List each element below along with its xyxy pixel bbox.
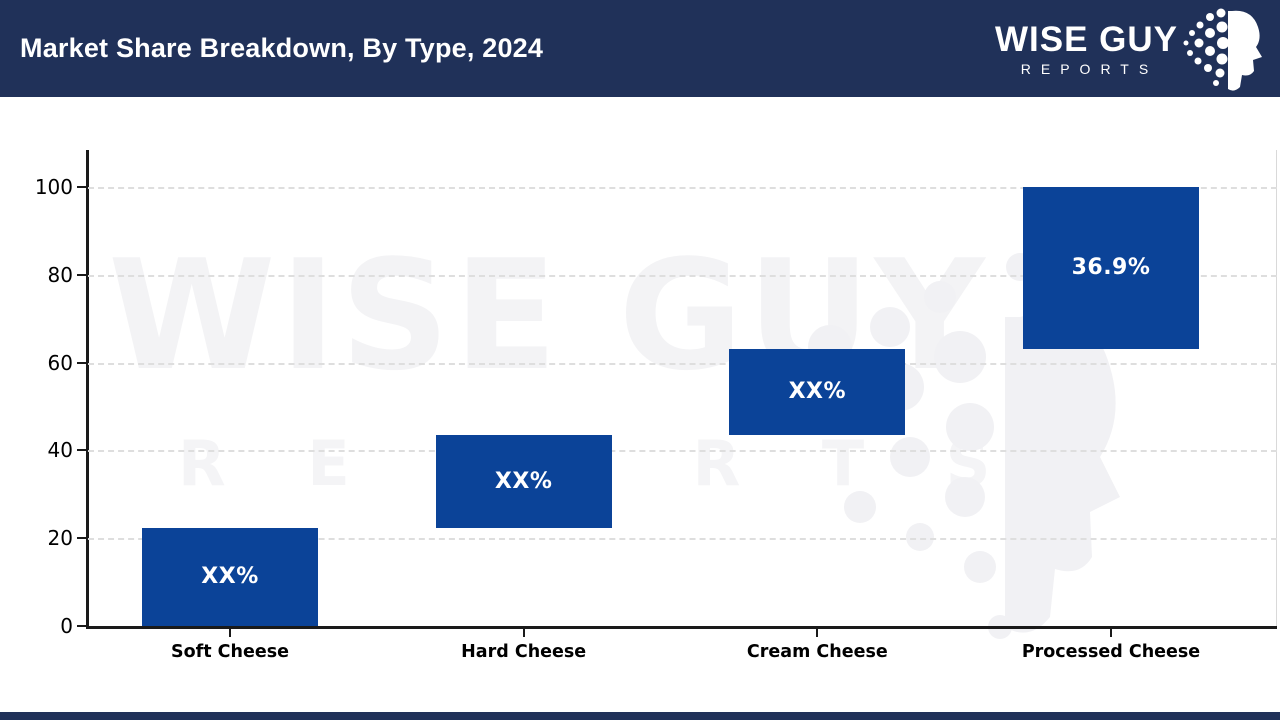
y-tick-label: 80 xyxy=(47,262,73,287)
gridline-y-100 xyxy=(88,186,1277,189)
brand-logo-text: WISE GUY REPORTS xyxy=(995,22,1178,76)
x-category-label: Cream Cheese xyxy=(746,642,888,662)
x-axis-line xyxy=(86,626,1277,629)
y-tick-label: 60 xyxy=(47,350,73,375)
x-axis-tick xyxy=(1110,628,1112,637)
bar-value-label: XX% xyxy=(201,564,259,590)
page-title: Market Share Breakdown, By Type, 2024 xyxy=(20,33,544,63)
bar-segment: 36.9% xyxy=(1023,186,1199,349)
bar-segment: XX% xyxy=(729,348,906,435)
gridline-y-80 xyxy=(88,274,1277,277)
y-axis-tick xyxy=(77,625,88,627)
bar-value-label: XX% xyxy=(494,468,553,494)
x-category-label: Hard Cheese xyxy=(461,642,587,662)
gridline-y-60 xyxy=(88,362,1277,365)
brand-subtitle: REPORTS xyxy=(1020,60,1159,77)
y-tick-label: 100 xyxy=(34,174,73,199)
header-bar: Market Share Breakdown, By Type, 2024 WI… xyxy=(0,0,1280,97)
y-axis-line xyxy=(86,150,89,628)
x-category-label: Soft Cheese xyxy=(170,642,290,662)
x-category-label: Processed Cheese xyxy=(1021,642,1201,662)
y-tick-label: 0 xyxy=(60,614,73,638)
y-axis-tick xyxy=(77,185,88,188)
y-tick-label: 20 xyxy=(47,526,73,551)
x-axis-tick xyxy=(522,628,525,637)
chart-area: WISE GUY R E P O R T S 020406080100XX%So… xyxy=(0,97,1280,712)
x-axis-tick xyxy=(229,628,231,637)
y-axis-tick xyxy=(77,537,88,540)
bar-segment: XX% xyxy=(142,527,318,626)
brand-name: WISE GUY xyxy=(994,19,1178,59)
footer-bar xyxy=(0,712,1280,720)
y-axis-tick xyxy=(77,449,88,452)
y-tick-label: 40 xyxy=(47,438,73,463)
y-axis-tick xyxy=(77,361,88,364)
bar-value-label: 36.9% xyxy=(1071,255,1151,281)
gridline-y-20 xyxy=(88,538,1277,541)
brand-logo: WISE GUY REPORTS xyxy=(995,5,1266,93)
plot-area: 0 20 40 60 80 100 XX% Soft Cheese XX% Hard Cheese… xyxy=(35,150,1277,662)
bar-segment: XX% xyxy=(435,434,612,528)
plot-right-border xyxy=(1275,150,1277,626)
logo-face-icon xyxy=(1183,8,1262,91)
y-axis-tick xyxy=(77,273,88,276)
bar-value-label: XX% xyxy=(788,379,847,405)
gridline-y-40 xyxy=(88,450,1277,453)
x-axis-tick xyxy=(816,628,819,637)
